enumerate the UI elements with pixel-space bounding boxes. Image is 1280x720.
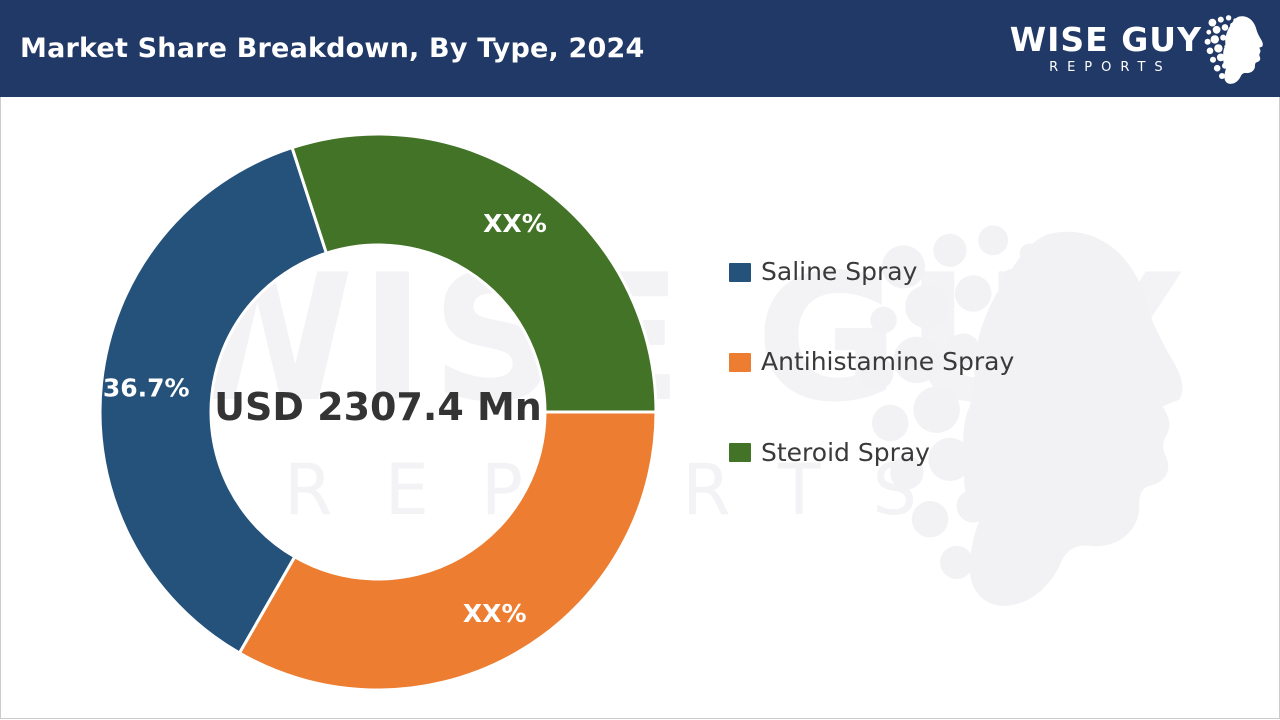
slice-label-saline-spray: 36.7%	[103, 373, 190, 402]
legend-item-antihistamine-spray: Antihistamine Spray	[729, 347, 1015, 377]
header: Market Share Breakdown, By Type, 2024 WI…	[0, 0, 1280, 97]
logo-wordmark: WISE GUY REPORTS	[1010, 23, 1202, 74]
donut-slice-saline-spray	[98, 146, 328, 655]
legend-swatch-antihistamine-spray	[729, 352, 751, 372]
legend-item-steroid-spray: Steroid Spray	[729, 437, 1014, 467]
legend-swatch-saline-spray	[729, 262, 751, 282]
legend-label-steroid-spray: Steroid Spray	[761, 437, 930, 467]
donut-slice-steroid-spray	[290, 132, 658, 414]
donut-slices: 36.7% XX% XX%	[98, 132, 658, 692]
legend-swatch-steroid-spray	[729, 443, 751, 463]
logo-face-icon	[1204, 14, 1263, 84]
logo-subtitle-text: REPORTS	[1049, 60, 1172, 75]
page-title: Market Share Breakdown, By Type, 2024	[20, 33, 645, 64]
legend-label-antihistamine-spray: Antihistamine Spray	[761, 347, 1015, 377]
slice-label-steroid-spray: XX%	[483, 209, 547, 238]
slice-label-antihistamine-spray: XX%	[463, 599, 527, 628]
donut-slice-antihistamine-spray	[238, 410, 658, 692]
donut-chart: 36.7% XX% XX% USD 2307.4 Mn	[98, 132, 658, 692]
chart-area: WISE GUY REPORTS 36.7%XX%XX% USD 2307.4 …	[0, 97, 1280, 719]
wiseguy-logo: WISE GUY REPORTS	[1010, 11, 1264, 87]
chart-center-value: USD 2307.4 Mn	[214, 385, 542, 429]
legend-item-saline-spray: Saline Spray	[729, 257, 1014, 286]
logo-title-text: WISE GUY	[1009, 20, 1202, 59]
legend: Saline Spray Antihistamine Spray Steroid S…	[729, 257, 1015, 467]
legend-label-saline-spray: Saline Spray	[761, 257, 918, 286]
